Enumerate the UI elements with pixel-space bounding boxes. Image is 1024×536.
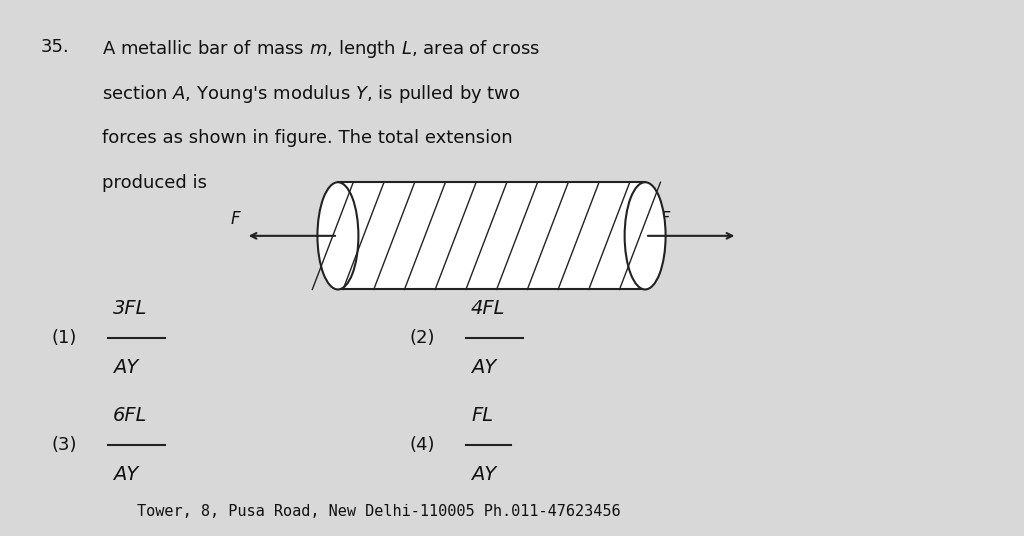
Text: AY: AY <box>113 465 138 484</box>
Text: 3FL: 3FL <box>113 299 147 318</box>
Ellipse shape <box>317 182 358 289</box>
Text: 5F: 5F <box>650 210 671 228</box>
Text: 6FL: 6FL <box>113 406 147 425</box>
Text: (2): (2) <box>410 329 435 347</box>
Text: forces as shown in figure. The total extension: forces as shown in figure. The total ext… <box>102 129 513 147</box>
Text: 35.: 35. <box>41 38 70 56</box>
Text: FL: FL <box>471 406 494 425</box>
Text: AY: AY <box>471 358 497 377</box>
Text: AY: AY <box>113 358 138 377</box>
Text: A metallic bar of mass $m$, length $L$, area of cross: A metallic bar of mass $m$, length $L$, … <box>102 38 541 59</box>
Text: (3): (3) <box>51 436 77 454</box>
Text: section $A$, Young's modulus $Y$, is pulled by two: section $A$, Young's modulus $Y$, is pul… <box>102 83 521 105</box>
Text: (1): (1) <box>51 329 77 347</box>
Text: F: F <box>231 210 241 228</box>
Bar <box>338 182 645 289</box>
Text: 4FL: 4FL <box>471 299 506 318</box>
Text: AY: AY <box>471 465 497 484</box>
Ellipse shape <box>625 182 666 289</box>
Text: Tower, 8, Pusa Road, New Delhi-110005 Ph.011-47623456: Tower, 8, Pusa Road, New Delhi-110005 Ph… <box>137 504 621 519</box>
Text: produced is: produced is <box>102 174 208 192</box>
Text: (4): (4) <box>410 436 435 454</box>
